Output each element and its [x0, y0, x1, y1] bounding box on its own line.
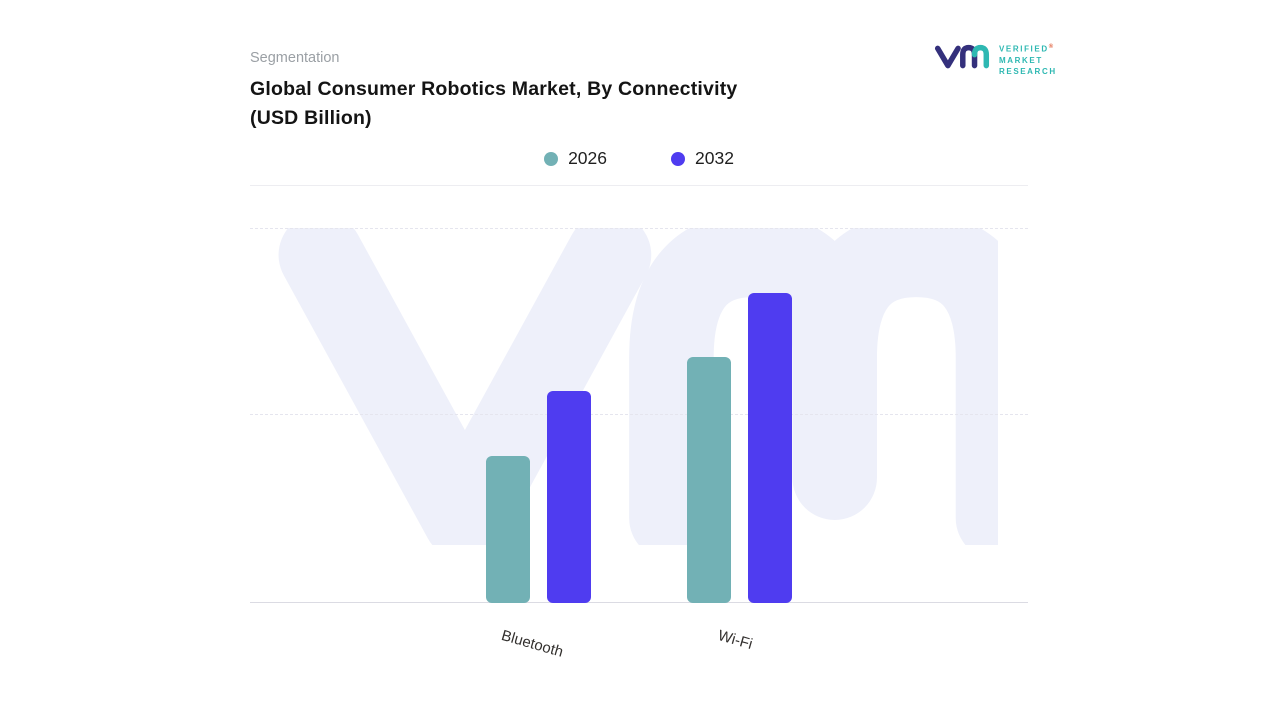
- brand-line-research: RESEARCH: [999, 66, 1057, 76]
- legend-item-2032[interactable]: 2032: [671, 148, 734, 169]
- title-line-1: Global Consumer Robotics Market, By Conn…: [250, 78, 738, 100]
- gridline-middle: [250, 414, 1028, 415]
- brand-line-verified: VERIFIED: [999, 44, 1049, 54]
- registered-trademark: ®: [1048, 44, 1054, 51]
- category-label-bluetooth: Bluetooth: [498, 627, 565, 661]
- gridline-top: [250, 228, 1028, 229]
- category-label-wi-fi: Wi-Fi: [715, 627, 754, 653]
- legend: 2026 2032: [250, 148, 1028, 169]
- brand-line-market: MARKET: [999, 55, 1043, 65]
- page-title: Global Consumer Robotics Market, By Conn…: [250, 75, 910, 133]
- bar-group-bluetooth: Bluetooth: [486, 225, 591, 661]
- vmr-logo: VERIFIED® MARKET RESEARCH: [933, 38, 1057, 81]
- bar-wi-fi-2026[interactable]: [687, 357, 731, 603]
- bar-chart: Bluetooth Wi-Fi: [250, 225, 1028, 661]
- bar-groups: Bluetooth Wi-Fi: [250, 225, 1028, 661]
- title-line-2: (USD Billion): [250, 107, 372, 129]
- legend-label-2032: 2032: [695, 148, 734, 168]
- eyebrow-label: Segmentation: [250, 50, 340, 66]
- bar-bluetooth-2026[interactable]: [486, 455, 530, 603]
- bar-group-wi-fi: Wi-Fi: [687, 225, 792, 653]
- legend-dot-2026: [544, 151, 559, 166]
- vmr-logo-text: VERIFIED® MARKET RESEARCH: [999, 42, 1057, 77]
- legend-item-2026[interactable]: 2026: [544, 148, 607, 169]
- x-axis-line: [250, 602, 1028, 603]
- legend-dot-2032: [671, 151, 685, 166]
- bar-bluetooth-2032[interactable]: [547, 391, 591, 603]
- bar-wi-fi-2032[interactable]: [748, 293, 792, 603]
- vmr-logo-icon: [933, 38, 991, 81]
- legend-divider: [250, 185, 1028, 186]
- vmr-watermark-icon: [278, 228, 998, 545]
- legend-label-2026: 2026: [568, 148, 607, 168]
